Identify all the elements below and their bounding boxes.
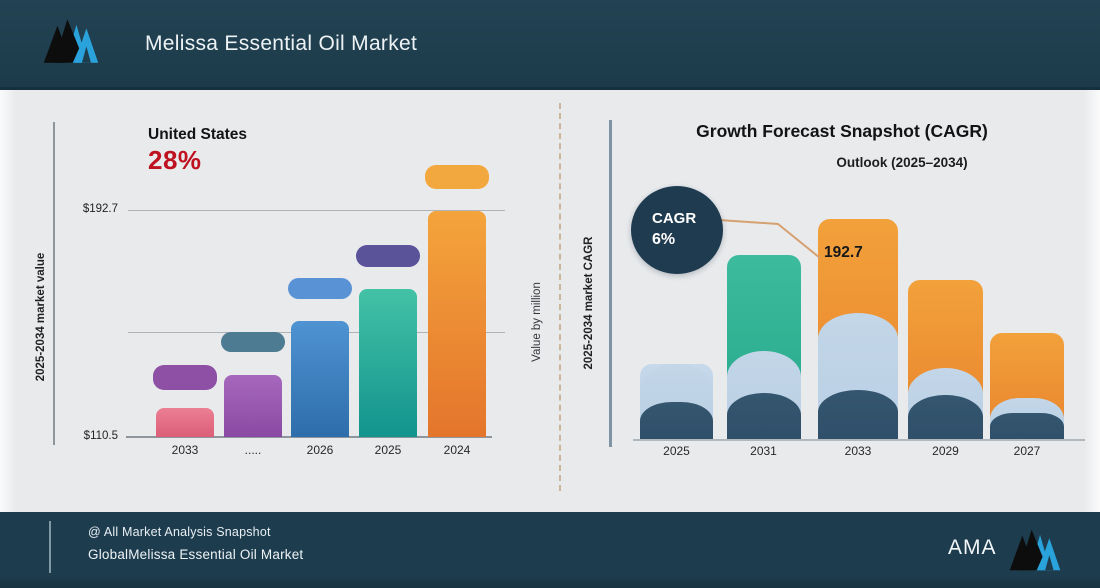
footer-ama-logo-icon (1009, 529, 1061, 571)
panel-divider (559, 103, 561, 491)
footer-bar: @ All Market Analysis Snapshot GlobalMel… (0, 512, 1100, 588)
segment-base-2029 (908, 395, 983, 440)
bar-2024 (428, 210, 486, 437)
right-chart-subtitle: Outlook (2025–2034) (836, 155, 968, 170)
charts-area: 2025-2034 market value Value by million … (0, 90, 1100, 512)
bar-cap-2033 (153, 364, 217, 391)
header-bar: Melissa Essential Oil Market (0, 0, 1100, 90)
footer-report-line: GlobalMelissa Essential Oil Market (88, 547, 304, 562)
cagr-badge: CAGR 6% (631, 186, 723, 274)
bar-cap-2025 (356, 245, 420, 267)
bar-cap-2024 (425, 164, 489, 189)
right-chart-title: Growth Forecast Snapshot (CAGR) (696, 121, 988, 141)
x-label-2027: 2027 (1013, 444, 1041, 458)
x-label-2031: 2031 (750, 444, 777, 458)
segment-base-2027 (990, 413, 1064, 440)
x-label-.....: ..... (244, 443, 262, 457)
footer-source-line: @ All Market Analysis Snapshot (88, 525, 271, 539)
right-x-axis-line (633, 439, 1085, 441)
x-label-2033: 2033 (171, 443, 199, 457)
x-label-2025: 2025 (663, 444, 690, 458)
segment-base-2025 (640, 402, 713, 440)
x-label-2024: 2024 (443, 443, 471, 457)
y-tick-bottom: $110.5 (83, 430, 118, 442)
footer-brand-text: AMA (948, 536, 997, 559)
x-label-2029: 2029 (932, 444, 959, 458)
page-title: Melissa Essential Oil Market (145, 31, 418, 55)
segment-base-2033 (818, 389, 898, 440)
bar-2025 (359, 289, 417, 437)
cagr-badge-label: CAGR (652, 210, 697, 228)
bar-cap-2026 (288, 277, 352, 299)
bar-2033 (156, 408, 214, 437)
bar-2026 (291, 321, 349, 437)
left-chart-highlight: 28% (148, 145, 202, 175)
x-label-2026: 2026 (306, 443, 334, 457)
cagr-badge-value: 6% (652, 231, 676, 249)
x-label-2025: 2025 (374, 443, 402, 457)
ama-logo-icon (43, 19, 99, 63)
right-y-axis-line (609, 120, 612, 447)
left-chart-title: United States (148, 126, 248, 143)
footer-divider (49, 521, 51, 573)
x-label-2033: 2033 (844, 444, 872, 458)
gridline-top (128, 210, 505, 211)
y-tick-top: $192.7 (82, 203, 118, 215)
value-annotation: 192.7 (824, 244, 863, 261)
bar-cap-..... (221, 332, 285, 352)
bar-..... (224, 374, 282, 437)
left-y-axis-line (53, 122, 55, 445)
segment-base-2031 (726, 392, 801, 440)
